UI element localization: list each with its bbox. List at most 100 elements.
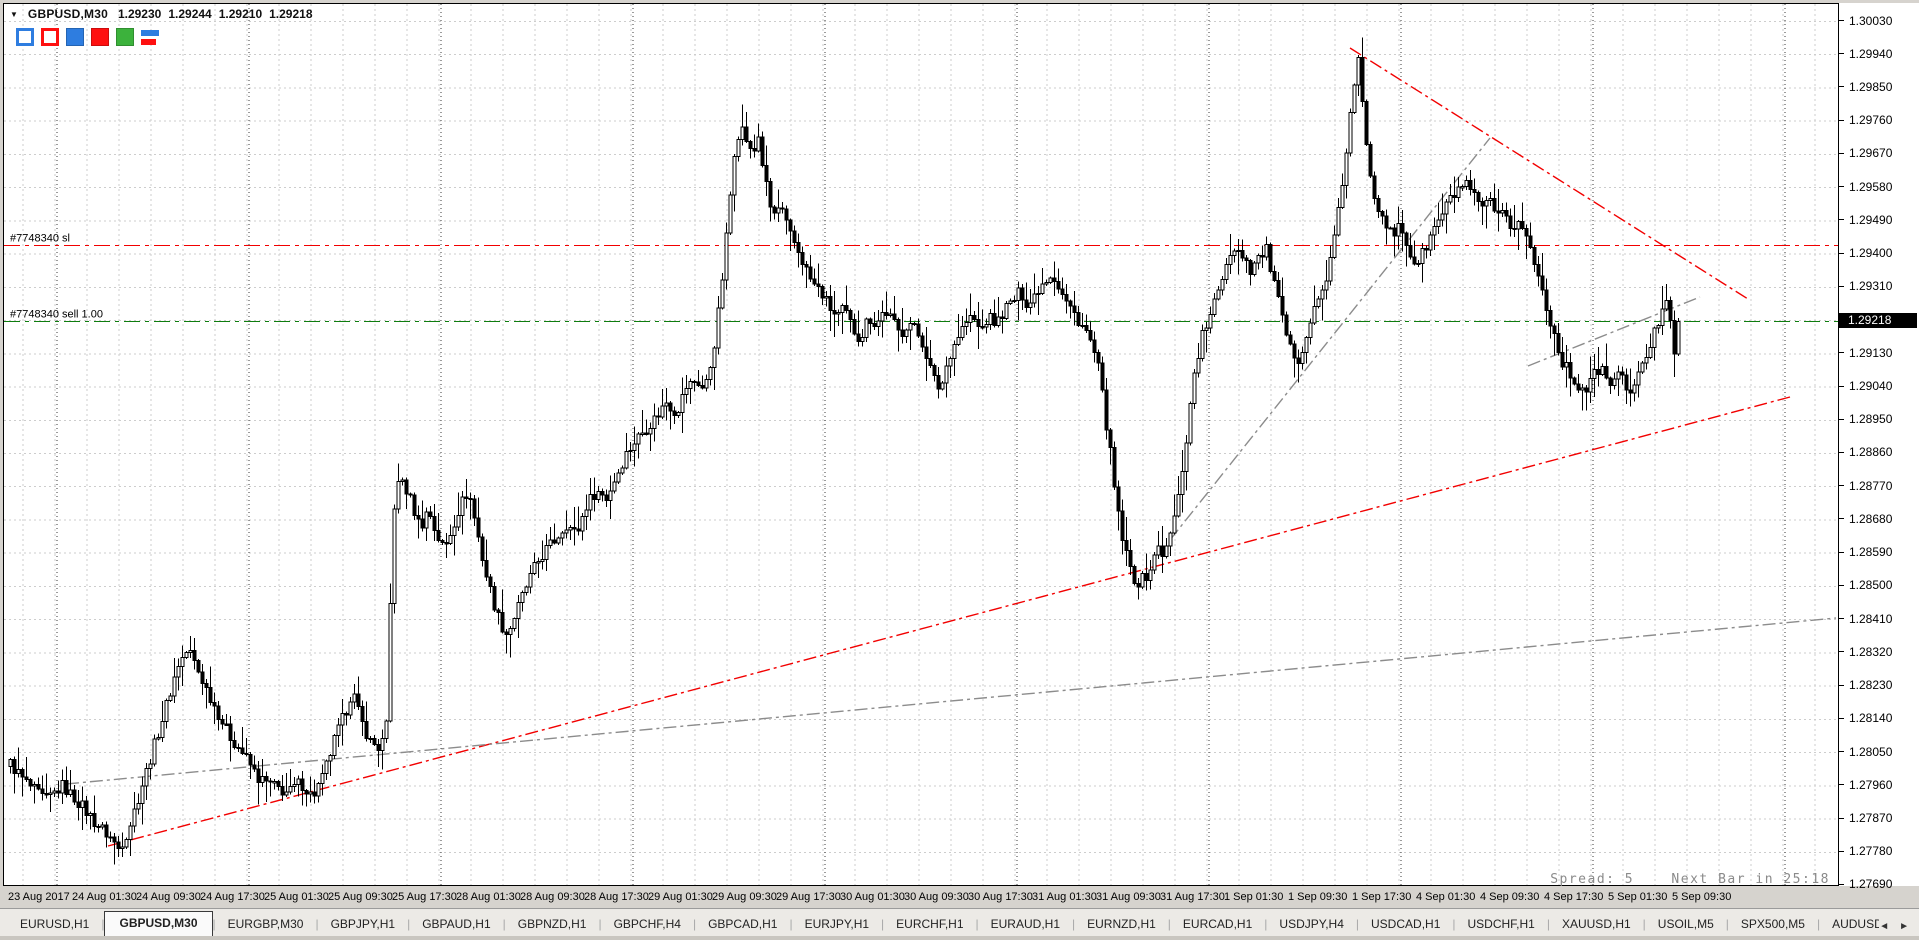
time-axis-label: 31 Aug 17:30 — [1160, 891, 1225, 903]
symbol-timeframe-title: GBPUSD,M30 — [27, 7, 108, 21]
chart-tab-usdchf-h1[interactable]: USDCHF,H1 — [1467, 917, 1535, 931]
time-axis-label: 25 Aug 17:30 — [392, 891, 457, 903]
chart-tab-usdjpy-h4[interactable]: USDJPY,H4 — [1279, 917, 1344, 931]
price-axis-label: 1.27960 — [1849, 777, 1893, 792]
time-axis-label: 24 Aug 09:30 — [136, 891, 201, 903]
ascending-support-red[interactable] — [107, 396, 1791, 847]
tab-divider: | — [101, 917, 105, 931]
tab-strip: EURUSD,H1 | GBPUSD,M30 | EURGBP,M30 | GBPJPY,H… — [0, 909, 1879, 937]
price-axis-label: 1.29130 — [1849, 345, 1893, 360]
price-axis-label: 1.29040 — [1849, 379, 1893, 394]
price-axis-tick — [1839, 451, 1844, 453]
chart-tab-xauusd-h1[interactable]: XAUUSD,H1 — [1561, 917, 1631, 931]
tab-divider: | — [1546, 917, 1550, 931]
time-axis-label: 4 Sep 09:30 — [1480, 891, 1540, 903]
chart-tab-audusd-h4[interactable]: AUDUSD,H4 — [1832, 917, 1880, 931]
price-axis-label: 1.30030 — [1849, 13, 1893, 28]
chart-tab-usoil-m5[interactable]: USOIL,M5 — [1657, 917, 1714, 931]
scroll-tabs-right-button[interactable]: ► — [1899, 921, 1909, 932]
chart-tab-spx500-m5[interactable]: SPX500,M5 — [1740, 917, 1805, 931]
chart-tab-eurnzd-h1[interactable]: EURNZD,H1 — [1087, 917, 1156, 931]
chart-tab-eurgbp-m30[interactable]: EURGBP,M30 — [227, 917, 304, 931]
tab-divider: | — [692, 917, 697, 931]
blue-outline-swatch[interactable] — [16, 28, 34, 46]
spread-next-bar-status: Spread: 5 Next Bar in 25:18 — [1550, 872, 1830, 887]
price-axis-tick — [1839, 152, 1844, 154]
price-axis-tick — [1839, 86, 1844, 88]
tab-divider: | — [1167, 917, 1171, 931]
price-axis-label: 1.29760 — [1849, 113, 1893, 128]
blue-fill-swatch[interactable] — [66, 28, 84, 46]
tab-divider: | — [1072, 917, 1076, 931]
collapse-arrow-icon[interactable]: ▼ — [10, 9, 18, 19]
chart-tab-gbpnzd-h1[interactable]: GBPNZD,H1 — [517, 917, 587, 931]
price-axis-label: 1.27690 — [1849, 877, 1893, 892]
descending-resistance-red[interactable] — [1349, 47, 1749, 300]
chart-tab-eurchf-h1[interactable]: EURCHF,H1 — [896, 917, 964, 931]
price-axis-label: 1.28590 — [1849, 545, 1893, 560]
scroll-tabs-left-button[interactable]: ◄ — [1879, 921, 1890, 932]
tab-divider: | — [1264, 917, 1268, 931]
time-axis-label: 4 Sep 17:30 — [1544, 891, 1604, 903]
price-axis-label: 1.28770 — [1849, 478, 1893, 493]
tab-divider: | — [407, 917, 411, 931]
price-axis-tick — [1839, 20, 1844, 21]
chart-tab-eurusd-h1[interactable]: EURUSD,H1 — [20, 917, 90, 931]
price-axis-label: 1.28680 — [1849, 511, 1893, 526]
chart-tab-gbpaud-h1[interactable]: GBPAUD,H1 — [422, 917, 491, 931]
chart-tab-euraud-h1[interactable]: EURAUD,H1 — [990, 917, 1060, 931]
price-axis-tick — [1839, 883, 1844, 885]
chart-tab-gbpcad-h1[interactable]: GBPCAD,H1 — [708, 917, 778, 931]
chart-tab-gbpjpy-h1[interactable]: GBPJPY,H1 — [330, 917, 396, 931]
chart-tab-eurcad-h1[interactable]: EURCAD,H1 — [1182, 917, 1253, 931]
chart-tab-gbpchf-h4[interactable]: GBPCHF,H4 — [613, 917, 681, 931]
chart-plot[interactable]: #7748340 sl #7748340 sell 1.00 — [4, 4, 1838, 885]
price-axis-tick — [1839, 485, 1844, 487]
bar-bottom — [141, 39, 156, 45]
chart-tab-eurjpy-h1[interactable]: EURJPY,H1 — [804, 917, 870, 931]
red-outline-swatch[interactable] — [41, 28, 59, 46]
price-axis-label: 1.29490 — [1849, 212, 1893, 227]
time-axis-label: 1 Sep 09:30 — [1288, 891, 1348, 903]
chart-tab-usdcad-h1[interactable]: USDCAD,H1 — [1371, 917, 1441, 931]
bar-top — [141, 30, 159, 36]
price-axis-tick — [1839, 518, 1844, 520]
tab-divider: | — [789, 917, 793, 931]
green-fill-swatch[interactable] — [116, 28, 134, 46]
price-axis-tick — [1839, 684, 1844, 686]
tab-divider: | — [1642, 917, 1646, 931]
color-swatch-toolbar — [16, 28, 159, 46]
time-axis-label: 25 Aug 01:30 — [264, 891, 329, 903]
price-axis-tick — [1839, 584, 1844, 586]
price-axis-label: 1.27780 — [1849, 844, 1893, 859]
bars-swatch[interactable] — [141, 28, 159, 46]
time-axis-label: 28 Aug 09:30 — [520, 891, 585, 903]
price-axis-tick — [1839, 252, 1844, 254]
time-axis-label: 4 Sep 01:30 — [1416, 891, 1476, 903]
red-fill-swatch[interactable] — [91, 28, 109, 46]
time-axis-label: 30 Aug 01:30 — [840, 891, 905, 903]
chart-tab-gbpusd-m30[interactable]: GBPUSD,M30 — [104, 911, 213, 937]
stop-loss-line-label: #7748340 sl — [10, 233, 70, 245]
price-axis-tick — [1839, 618, 1844, 620]
price-axis[interactable]: 1.30030 1.29940 1.29850 1.29760 1.29670 1.295… — [1839, 3, 1919, 891]
time-axis-label: 30 Aug 09:30 — [904, 891, 969, 903]
price-axis-label: 1.29850 — [1849, 79, 1893, 94]
ascending-channel-gray[interactable] — [65, 617, 1837, 785]
sell-position-line-label: #7748340 sell 1.00 — [10, 309, 103, 321]
price-axis-tick — [1839, 219, 1844, 221]
price-axis-tick — [1839, 352, 1844, 354]
time-axis[interactable]: 23 Aug 2017 24 Aug 01:30 24 Aug 09:30 24 Au… — [3, 888, 1839, 908]
current-price-badge: 1.29218 — [1839, 312, 1917, 328]
price-axis-label: 1.28500 — [1849, 578, 1893, 593]
time-axis-label: 23 Aug 2017 — [8, 891, 70, 903]
chart-area[interactable]: #7748340 sl #7748340 sell 1.00 ▼ GBPUSD,M… — [3, 3, 1839, 887]
chart-tab-bar: EURUSD,H1 | GBPUSD,M30 | EURGBP,M30 | GBPJPY,H… — [0, 908, 1919, 937]
price-axis-label: 1.28230 — [1849, 678, 1893, 693]
price-axis-tick — [1839, 186, 1844, 188]
price-axis-tick — [1839, 285, 1844, 287]
ohlc-readout: 1.29230 1.29244 1.29210 1.29218 — [118, 7, 313, 21]
tab-divider: | — [598, 917, 602, 931]
time-axis-label: 24 Aug 17:30 — [200, 891, 265, 903]
time-axis-label: 29 Aug 09:30 — [712, 891, 777, 903]
